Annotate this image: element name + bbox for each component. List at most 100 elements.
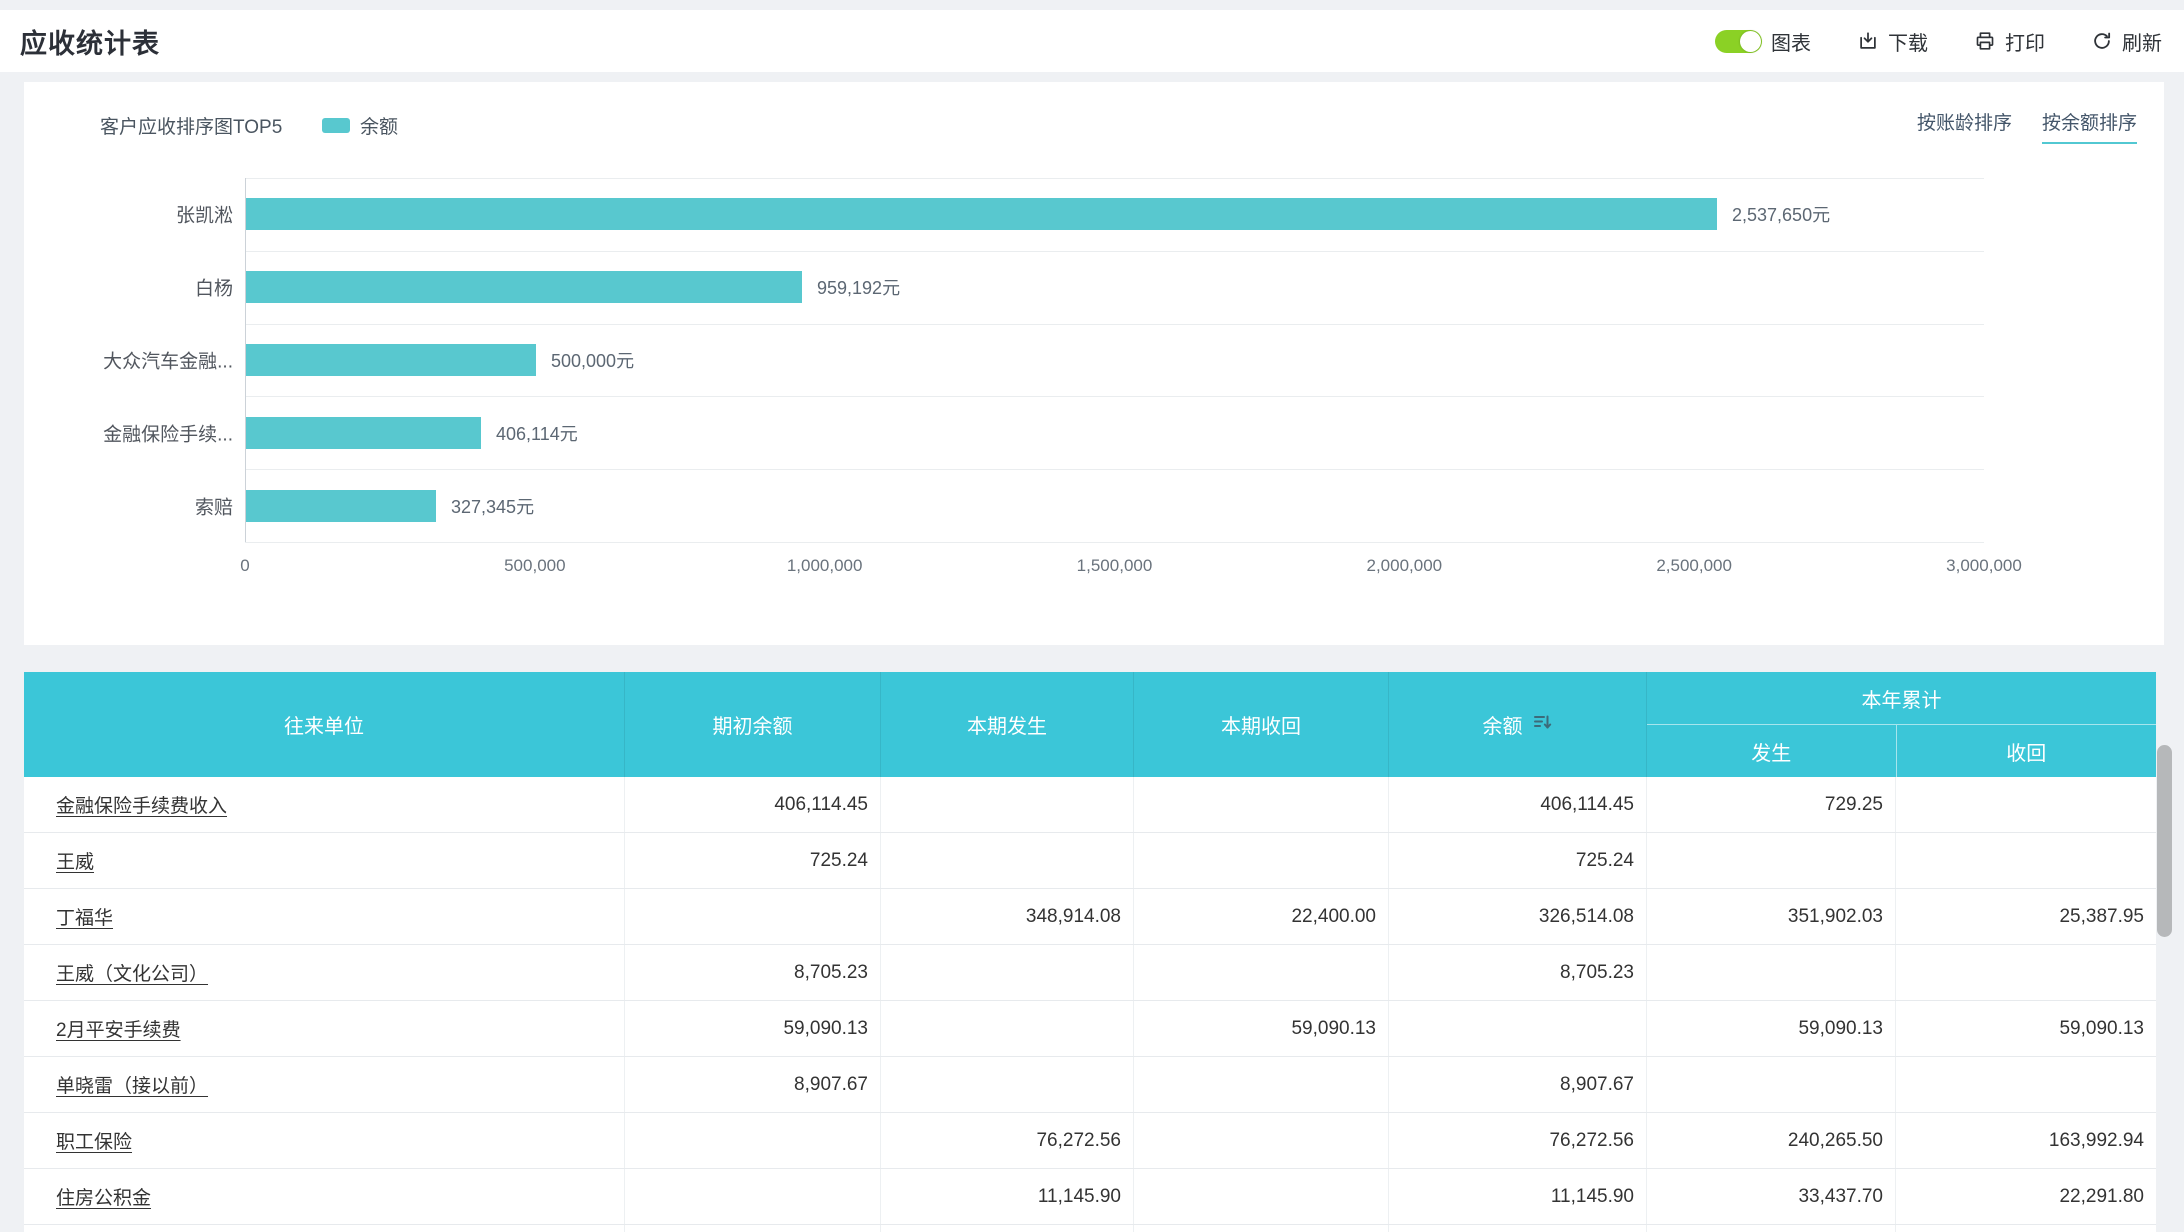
table-row: 王威 725.24 725.24 — [24, 833, 2156, 889]
amount-cell — [624, 1113, 880, 1168]
customer-cell: 王威（文化公司） — [24, 945, 624, 1000]
amount-cell — [1646, 1057, 1895, 1112]
col-header-period-incurred: 本期发生 — [880, 672, 1133, 777]
refresh-button[interactable]: 刷新 — [2091, 27, 2162, 56]
amount-cell: 8,907.67 — [624, 1057, 880, 1112]
customer-cell: 金融保险手续费收入 — [24, 777, 624, 832]
tab-sort-by-balance[interactable]: 按余额排序 — [2041, 108, 2137, 144]
download-label: 下载 — [1888, 32, 1928, 55]
customer-link[interactable]: 单晓雷（接以前） — [56, 1076, 209, 1097]
customer-cell — [24, 1225, 624, 1232]
chart-toggle[interactable] — [1715, 29, 1762, 53]
amount-cell — [1646, 945, 1895, 1000]
x-axis-tick-label: 500,000 — [504, 556, 566, 575]
customer-cell: 单晓雷（接以前） — [24, 1057, 624, 1112]
bar-category-label: 大众汽车金融... — [103, 351, 233, 373]
customer-link[interactable]: 丁福华 — [56, 908, 114, 929]
page-title: 应收统计表 — [20, 28, 160, 59]
amount-cell: 25,387.95 — [1895, 889, 2156, 944]
col-group-ytd: 本年累计 发生 收回 — [1646, 672, 2156, 777]
customer-cell: 2月平安手续费 — [24, 1001, 624, 1056]
bar — [246, 198, 1717, 231]
amount-cell — [624, 1169, 880, 1224]
sort-descending-icon[interactable] — [1531, 711, 1553, 739]
amount-cell — [1646, 1225, 1895, 1232]
grid-split-line — [245, 251, 1984, 252]
y-axis-line — [245, 178, 246, 542]
amount-cell — [880, 1057, 1133, 1112]
amount-cell — [1895, 777, 2156, 832]
download-icon — [1857, 30, 1879, 52]
chart-legend[interactable]: 余额 — [322, 112, 398, 139]
amount-cell: 59,090.13 — [624, 1001, 880, 1056]
amount-cell: 76,272.56 — [1388, 1113, 1646, 1168]
customer-link[interactable]: 王威（文化公司） — [56, 964, 209, 985]
table-row: 王威（文化公司） 8,705.23 8,705.23 — [24, 945, 2156, 1001]
top-bar: 应收统计表 图表 下载 打印 — [0, 10, 2184, 72]
amount-cell — [1133, 1225, 1388, 1232]
x-axis-tick-label: 2,500,000 — [1656, 556, 1732, 575]
col-header-ytd: 本年累计 — [1647, 672, 2156, 725]
col-header-customer: 往来单位 — [284, 716, 364, 738]
customer-cell: 王威 — [24, 833, 624, 888]
x-axis-tick-label: 0 — [240, 556, 250, 575]
amount-cell: 76,272.56 — [880, 1113, 1133, 1168]
col-header-ytd-incurred: 发生 — [1751, 742, 1792, 765]
amount-cell — [880, 777, 1133, 832]
customer-link[interactable]: 住房公积金 — [56, 1188, 152, 1209]
bar — [246, 489, 436, 522]
amount-cell — [624, 1225, 880, 1232]
bar-plot: 张凯淞 2,537,650元 白杨 959,192元 大众汽车金融... 500,000元… — [103, 178, 2022, 575]
amount-cell — [1646, 833, 1895, 888]
refresh-label: 刷新 — [2122, 32, 2162, 55]
x-axis-tick-label: 3,000,000 — [1946, 556, 2022, 575]
col-header-period-received: 本期收回 — [1133, 672, 1388, 777]
amount-cell — [1895, 833, 2156, 888]
customer-link[interactable]: 王威 — [56, 852, 95, 873]
amount-cell — [880, 945, 1133, 1000]
customer-link[interactable]: 2月平安手续费 — [56, 1020, 181, 1041]
bar-category-label: 索赔 — [194, 497, 233, 519]
bar — [246, 416, 481, 449]
vertical-scrollbar-thumb[interactable] — [2157, 745, 2172, 937]
grid-split-line — [245, 396, 1984, 397]
print-label: 打印 — [2005, 32, 2045, 55]
table-row: 丁福华 348,914.08 22,400.00 326,514.08 351,902.… — [24, 889, 2156, 945]
legend-label: 余额 — [360, 117, 399, 138]
amount-cell — [1895, 945, 2156, 1000]
customer-link[interactable]: 金融保险手续费收入 — [56, 796, 228, 817]
chart-toggle-label: 图表 — [1771, 32, 1811, 55]
bar-chart-row: 索赔 327,345元 — [195, 469, 1984, 542]
table-row: 金融保险手续费收入 406,114.45 406,114.45 729.25 — [24, 777, 2156, 833]
x-axis-tick-label: 1,000,000 — [786, 556, 863, 575]
tab-sort-by-aging[interactable]: 按账龄排序 — [1916, 113, 2012, 134]
amount-cell — [1388, 1001, 1646, 1056]
table-row: 单晓雷（接以前） 8,907.67 8,907.67 — [24, 1057, 2156, 1113]
amount-cell: 59,090.13 — [1895, 1001, 2156, 1056]
download-button[interactable]: 下载 — [1857, 27, 1928, 56]
chart-view-toggle-group: 图表 — [1715, 27, 1811, 56]
amount-cell: 22,400.00 — [1133, 889, 1388, 944]
amount-cell: 351,902.03 — [1646, 889, 1895, 944]
chart-sort-tabs: 按账龄排序 按余额排序 — [1917, 108, 2137, 144]
print-button[interactable]: 打印 — [1974, 27, 2045, 56]
table-row: 住房公积金 11,145.90 11,145.90 33,437.70 22,291.8… — [24, 1169, 2156, 1225]
bar-category-label: 张凯淞 — [175, 205, 233, 227]
table-row: 职工保险 76,272.56 76,272.56 240,265.50 163,992.… — [24, 1113, 2156, 1169]
bar-chart-row: 白杨 959,192元 — [195, 251, 1984, 324]
amount-cell: 22,291.80 — [1895, 1169, 2156, 1224]
amount-cell: 406,114.45 — [1388, 777, 1646, 832]
printer-icon — [1974, 30, 1996, 52]
amount-cell: 8,705.23 — [624, 945, 880, 1000]
amount-cell: 33,437.70 — [1646, 1169, 1895, 1224]
customer-cell: 丁福华 — [24, 889, 624, 944]
amount-cell — [880, 1001, 1133, 1056]
grid-split-line — [245, 178, 1984, 179]
amount-cell — [1388, 1225, 1646, 1232]
bar-value-label: 500,000元 — [551, 350, 635, 371]
customer-link[interactable]: 职工保险 — [56, 1132, 133, 1153]
amount-cell: 8,907.67 — [1388, 1057, 1646, 1112]
amount-cell: 163,992.94 — [1895, 1113, 2156, 1168]
bar-chart-row: 金融保险手续... 406,114元 — [103, 396, 1984, 469]
amount-cell — [880, 1225, 1133, 1232]
